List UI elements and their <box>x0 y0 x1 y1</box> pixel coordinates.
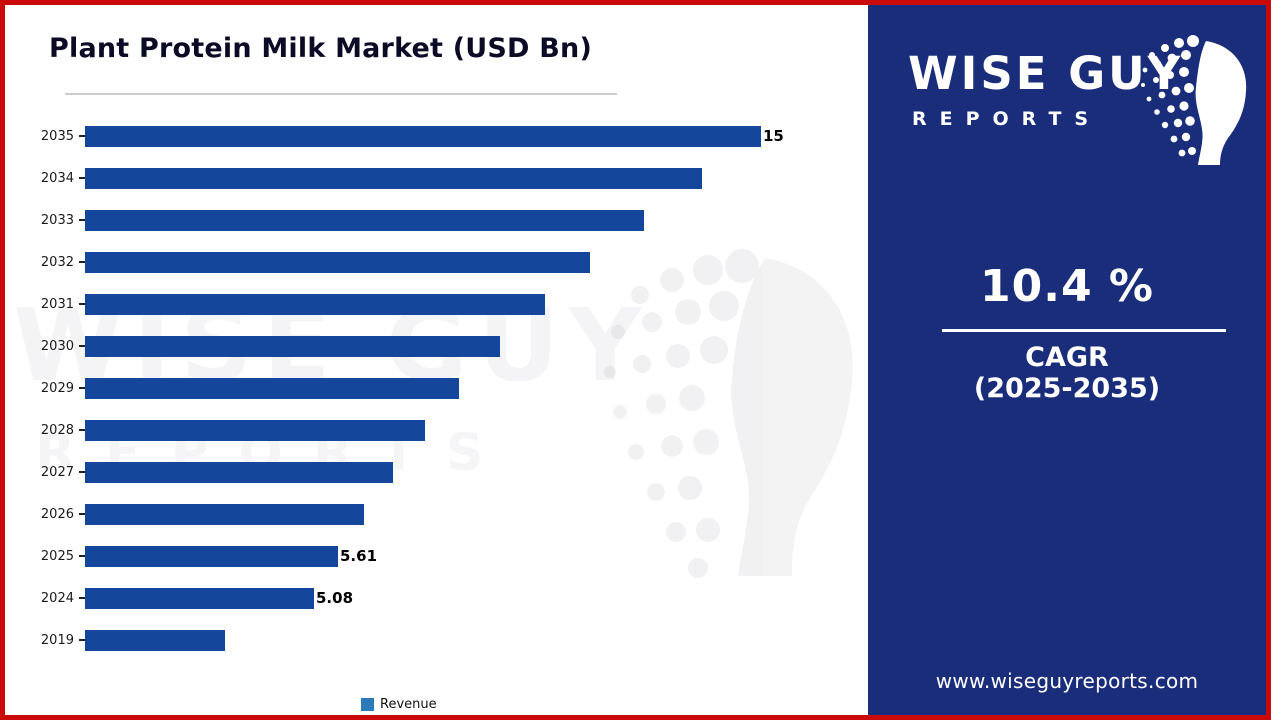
bar-value-label: 5.08 <box>316 589 354 607</box>
axis-tick <box>79 429 85 431</box>
year-tick-label: 2033 <box>40 212 74 228</box>
bar-value-label: 5.61 <box>340 547 378 565</box>
bar-row: 2031 <box>11 283 784 325</box>
year-tick-label: 2025 <box>40 548 74 564</box>
revenue-bar <box>85 209 644 231</box>
revenue-bar <box>85 461 393 483</box>
revenue-bar <box>85 377 459 399</box>
bar-row: 2029 <box>11 367 784 409</box>
year-tick-label: 2032 <box>40 254 74 270</box>
year-tick-label: 2019 <box>40 632 74 648</box>
bar-row: 2019 <box>11 619 784 661</box>
axis-tick <box>79 345 85 347</box>
revenue-bar <box>85 335 500 357</box>
axis-tick <box>79 177 85 179</box>
bar-row: 2024 5.08 <box>11 577 784 619</box>
bar-row: 2035 15 <box>11 115 784 157</box>
cagr-range: (2025-2035) <box>973 373 1161 404</box>
year-tick-label: 2026 <box>40 506 74 522</box>
axis-tick <box>79 135 85 137</box>
logo-head-icon <box>1141 35 1247 165</box>
bar-plot: 2035 15 2034 2033 2032 2031 2030 2029 2028 2027 20… <box>11 115 784 661</box>
revenue-bar <box>85 545 338 567</box>
revenue-bar <box>85 587 314 609</box>
revenue-bar <box>85 629 225 651</box>
axis-tick <box>79 261 85 263</box>
bar-row: 2034 <box>11 157 784 199</box>
revenue-bar <box>85 293 545 315</box>
brand-panel: WISE GUY REPORTS 10.4 % CAGR (2025-2035) <box>868 5 1266 715</box>
bar-row: 2033 <box>11 199 784 241</box>
cagr-divider <box>942 329 1226 332</box>
cagr-value: 10.4 % <box>980 261 1154 312</box>
year-tick-label: 2028 <box>40 422 74 438</box>
axis-tick <box>79 387 85 389</box>
bar-row: 2026 <box>11 493 784 535</box>
revenue-bar <box>85 251 590 273</box>
axis-tick <box>79 471 85 473</box>
bar-row: 2032 <box>11 241 784 283</box>
year-tick-label: 2035 <box>40 128 74 144</box>
year-tick-label: 2024 <box>40 590 74 606</box>
axis-tick <box>79 219 85 221</box>
cagr-label: CAGR <box>1025 342 1109 373</box>
bar-row: 2030 <box>11 325 784 367</box>
chart-area: WISE GUY REPORTS Plant Protein Milk Mark… <box>5 5 868 715</box>
chart-legend: Revenue <box>361 697 437 712</box>
year-tick-label: 2027 <box>40 464 74 480</box>
chart-title: Plant Protein Milk Market (USD Bn) <box>49 33 592 64</box>
bar-row: 2025 5.61 <box>11 535 784 577</box>
axis-tick <box>79 555 85 557</box>
brand-logo: WISE GUY REPORTS <box>908 35 1247 177</box>
revenue-bar <box>85 419 425 441</box>
axis-tick <box>79 597 85 599</box>
axis-tick <box>79 639 85 641</box>
title-divider <box>65 93 617 95</box>
year-tick-label: 2029 <box>40 380 74 396</box>
logo-wordmark: WISE GUY <box>908 47 1184 100</box>
bar-row: 2027 <box>11 451 784 493</box>
legend-swatch <box>361 698 374 711</box>
revenue-bar <box>85 167 702 189</box>
legend-label: Revenue <box>380 697 437 712</box>
bar-row: 2028 <box>11 409 784 451</box>
revenue-bar <box>85 503 364 525</box>
year-tick-label: 2034 <box>40 170 74 186</box>
axis-tick <box>79 513 85 515</box>
website-url: www.wiseguyreports.com <box>935 669 1199 693</box>
axis-tick <box>79 303 85 305</box>
year-tick-label: 2030 <box>40 338 74 354</box>
bar-value-label: 15 <box>763 127 784 145</box>
revenue-bar <box>85 125 761 147</box>
logo-reports-text: REPORTS <box>912 108 1102 130</box>
year-tick-label: 2031 <box>40 296 74 312</box>
